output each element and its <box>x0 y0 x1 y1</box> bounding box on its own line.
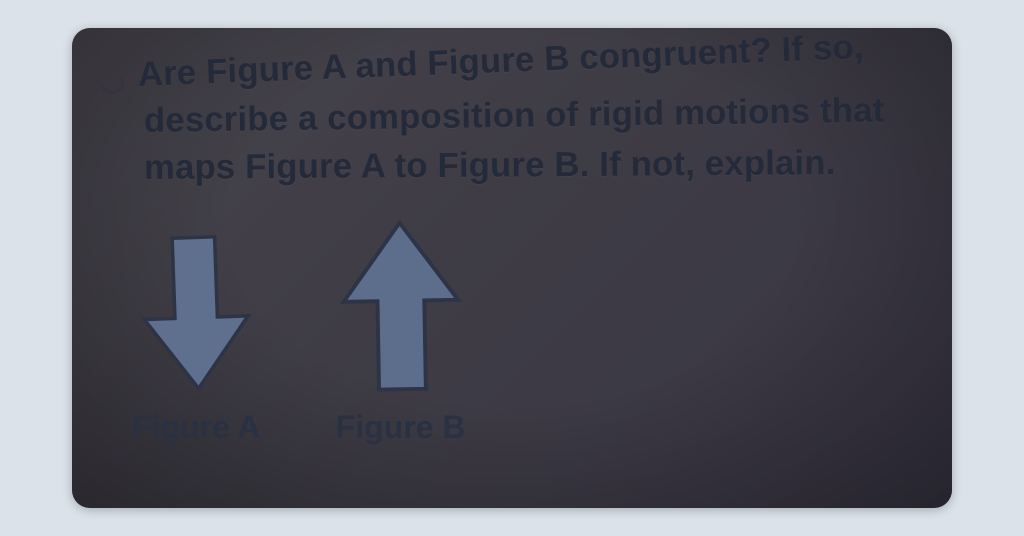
figure-b-label: Figure B <box>336 409 466 446</box>
question-line-1: Are Figure A and Figure B congruent? If … <box>137 28 892 96</box>
arrow-up-icon <box>329 214 472 398</box>
figure-a: Figure A <box>132 217 261 446</box>
question-line-3: maps Figure A to Figure B. If not, expla… <box>144 141 892 189</box>
photo-frame: Are Figure A and Figure B congruent? If … <box>72 28 952 508</box>
arrow-a-shape <box>142 236 251 391</box>
figure-b-arrow-wrap <box>331 217 471 397</box>
figure-a-label: Figure A <box>132 409 261 446</box>
question-line-2: describe a composition of rigid motions … <box>144 90 893 143</box>
figure-a-arrow-wrap <box>137 217 255 397</box>
arrow-b-shape <box>342 222 459 390</box>
arrow-down-icon <box>134 227 258 399</box>
figures-row: Figure A Figure B <box>132 217 892 446</box>
question-text: Are Figure A and Figure B congruent? If … <box>144 54 892 189</box>
content-region: Are Figure A and Figure B congruent? If … <box>72 28 952 508</box>
figure-b: Figure B <box>331 217 471 446</box>
question-number-mark <box>96 66 128 98</box>
